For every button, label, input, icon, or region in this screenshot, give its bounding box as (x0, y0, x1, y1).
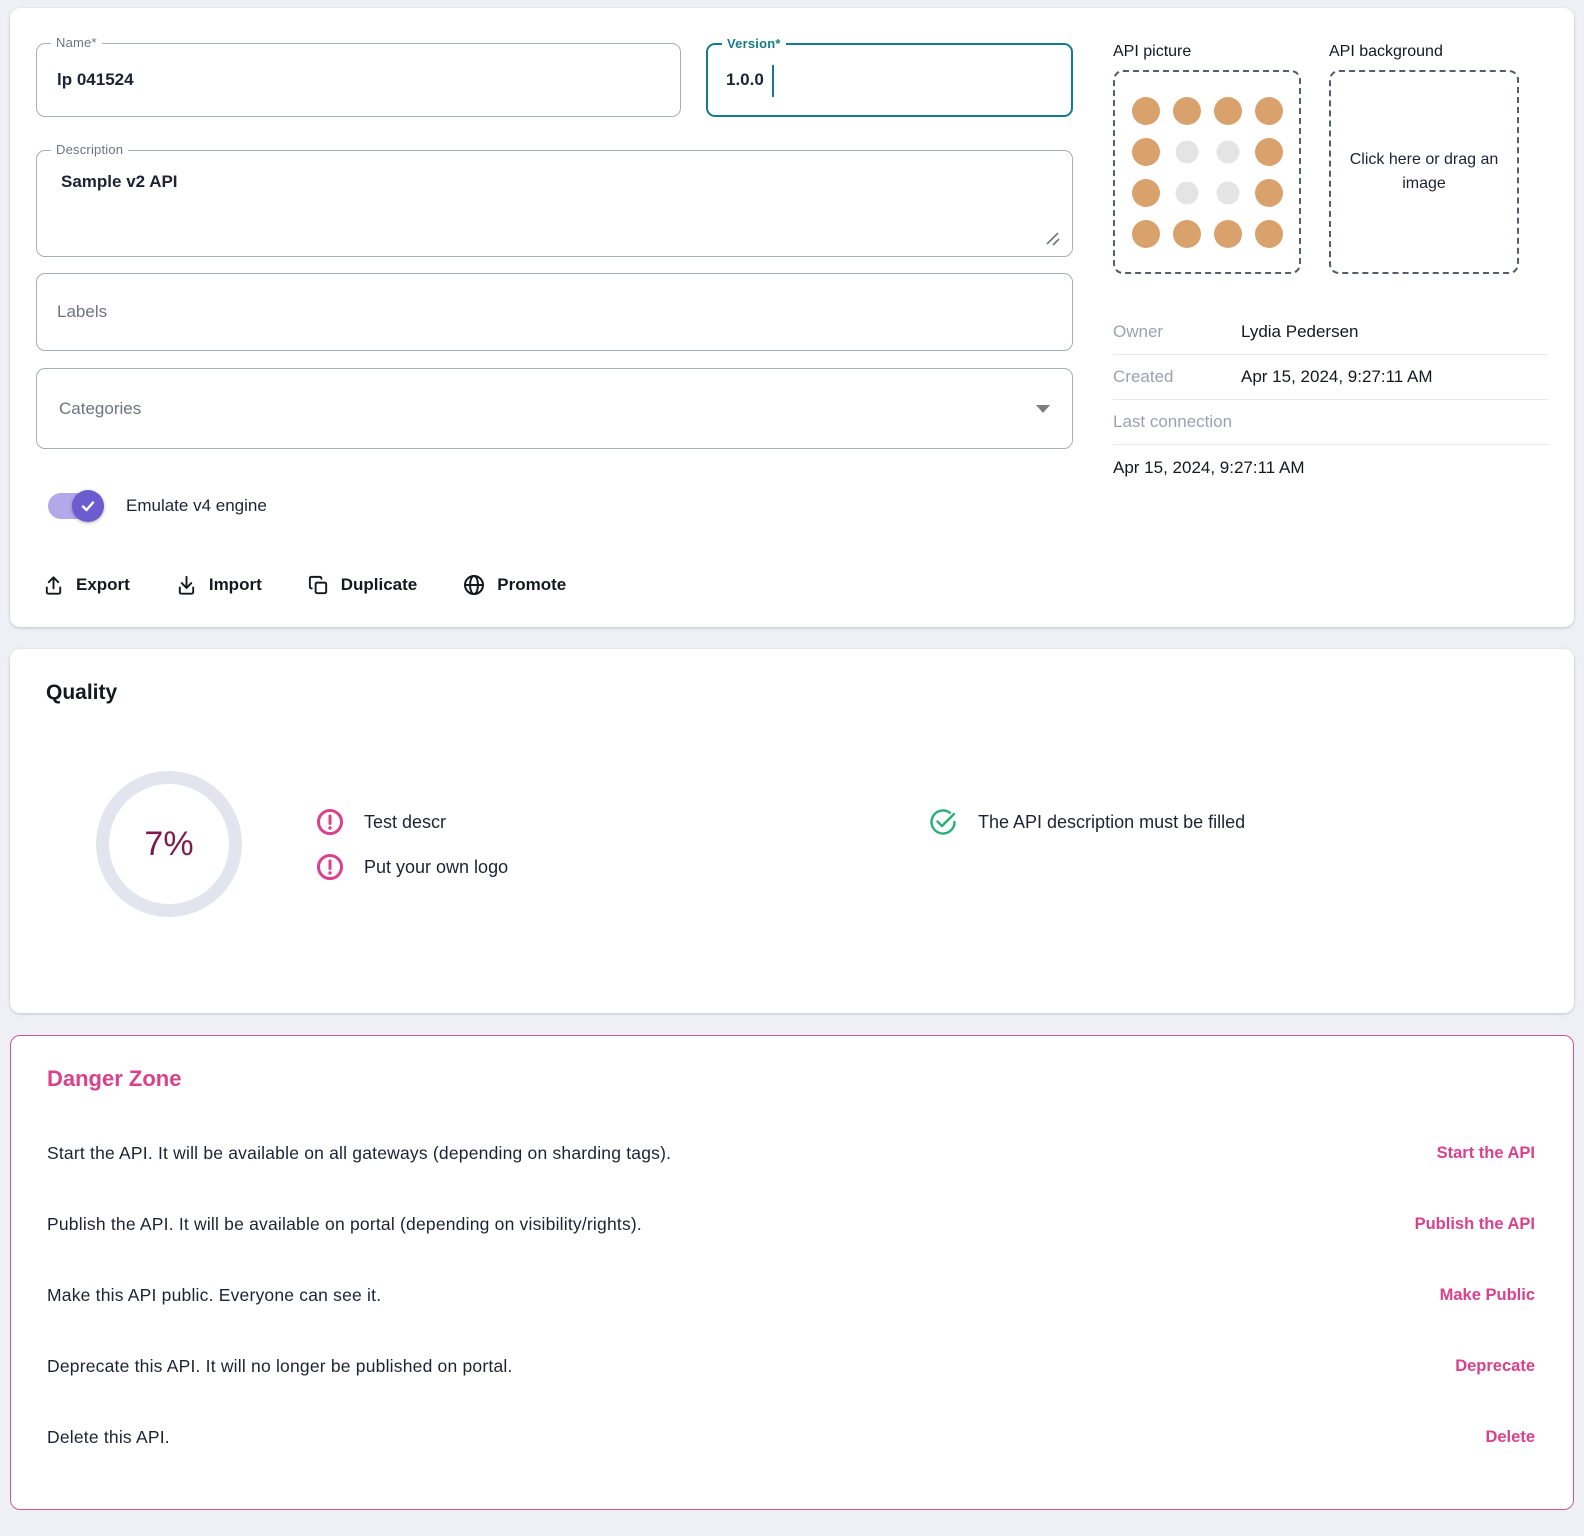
general-info-card: Name* Version* Description Sample v2 API… (10, 8, 1574, 627)
avatar-dot (1131, 137, 1160, 166)
last-connection-value: Apr 15, 2024, 9:27:11 AM (1113, 457, 1305, 477)
created-label: Created (1113, 367, 1174, 386)
categories-select[interactable]: Categories (36, 368, 1073, 449)
deprecate-link[interactable]: Deprecate (1453, 1351, 1537, 1382)
danger-row: Delete this API. Delete (47, 1402, 1537, 1473)
quality-passed-text: The API description must be filled (978, 811, 1246, 832)
avatar-dot (1254, 96, 1283, 125)
name-input[interactable] (37, 44, 680, 116)
version-input[interactable] (708, 45, 1071, 115)
quality-card: Quality 7% Test descr (10, 649, 1574, 1013)
emulate-v4-toggle-label: Emulate v4 engine (126, 496, 267, 515)
danger-row: Start the API. It will be available on a… (47, 1118, 1537, 1189)
danger-row: Deprecate this API. It will no longer be… (47, 1331, 1537, 1402)
duplicate-button[interactable]: Duplicate (303, 566, 422, 605)
check-icon (81, 501, 95, 512)
last-connection-row: Last connection (1113, 400, 1548, 445)
copy-icon (307, 574, 330, 597)
import-button-label: Import (208, 575, 262, 594)
avatar-dot (1254, 178, 1283, 207)
publish-api-link[interactable]: Publish the API (1413, 1209, 1537, 1240)
danger-row-text: Delete this API. (47, 1427, 170, 1447)
quality-passed: The API description must be filled (928, 807, 1245, 837)
avatar-dot (1175, 140, 1198, 163)
created-value: Apr 15, 2024, 9:27:11 AM (1241, 367, 1433, 386)
name-field: Name* (36, 35, 681, 117)
name-field-label: Name* (51, 35, 102, 50)
upload-icon (42, 574, 65, 597)
promote-button-label: Promote (497, 575, 567, 594)
quality-issue: Test descr (316, 808, 928, 836)
api-background-placeholder: Click here or drag an image (1349, 151, 1499, 192)
danger-row: Publish the API. It will be available on… (47, 1189, 1537, 1260)
danger-row-text: Make this API public. Everyone can see i… (47, 1285, 382, 1305)
quality-issue-text: Test descr (364, 811, 447, 832)
quality-issue-text: Put your own logo (364, 856, 509, 877)
emulate-v4-toggle[interactable] (48, 490, 104, 522)
avatar-dot (1131, 219, 1160, 248)
import-button[interactable]: Import (171, 566, 266, 605)
duplicate-button-label: Duplicate (340, 575, 418, 594)
labels-input[interactable] (37, 274, 1072, 350)
avatar-dot (1254, 219, 1283, 248)
globe-icon (462, 573, 486, 597)
description-field-label: Description (51, 142, 129, 157)
resize-handle-icon[interactable] (1044, 230, 1062, 248)
api-background-dropzone[interactable]: Click here or drag an image (1329, 70, 1519, 274)
avatar-dot (1175, 181, 1198, 204)
created-row: Created Apr 15, 2024, 9:27:11 AM (1113, 355, 1548, 400)
api-picture-dropzone[interactable] (1113, 70, 1301, 274)
warning-icon (316, 808, 344, 836)
quality-score: 7% (144, 824, 194, 863)
text-caret (772, 65, 774, 97)
export-button-label: Export (76, 575, 130, 594)
quality-score-ring: 7% (96, 771, 242, 917)
version-field: Version* (706, 36, 1073, 117)
danger-zone-title: Danger Zone (47, 1066, 182, 1091)
labels-field (36, 273, 1073, 351)
avatar-dot (1213, 219, 1242, 248)
description-field: Description Sample v2 API (36, 142, 1073, 257)
avatar-dot (1131, 96, 1160, 125)
avatar-dot (1172, 96, 1201, 125)
api-picture-label: API picture (1113, 43, 1192, 60)
download-icon (175, 574, 198, 597)
danger-zone-card: Danger Zone Start the API. It will be av… (10, 1035, 1574, 1510)
owner-label: Owner (1113, 322, 1164, 341)
owner-value: Lydia Pedersen (1241, 322, 1359, 341)
avatar-dot (1131, 178, 1160, 207)
owner-row: Owner Lydia Pedersen (1113, 310, 1548, 355)
avatar-dot (1216, 140, 1239, 163)
categories-placeholder: Categories (59, 398, 142, 418)
api-picture-avatar (1131, 96, 1283, 248)
toggle-thumb (72, 490, 104, 522)
api-background-label: API background (1329, 43, 1443, 60)
start-api-link[interactable]: Start the API (1435, 1138, 1537, 1169)
warning-icon (316, 853, 344, 881)
quality-title: Quality (46, 681, 118, 704)
danger-row-text: Start the API. It will be available on a… (47, 1143, 672, 1163)
export-button[interactable]: Export (38, 566, 134, 605)
description-textarea[interactable]: Sample v2 API (37, 151, 1072, 256)
promote-button[interactable]: Promote (458, 565, 570, 605)
version-field-label: Version* (722, 36, 786, 51)
avatar-dot (1216, 181, 1239, 204)
danger-row-text: Publish the API. It will be available on… (47, 1214, 642, 1234)
delete-link[interactable]: Delete (1483, 1422, 1537, 1453)
danger-row-text: Deprecate this API. It will no longer be… (47, 1356, 513, 1376)
make-public-link[interactable]: Make Public (1438, 1280, 1537, 1311)
last-connection-value-row: Apr 15, 2024, 9:27:11 AM (1113, 445, 1548, 490)
avatar-dot (1213, 96, 1242, 125)
danger-row: Make this API public. Everyone can see i… (47, 1260, 1537, 1331)
avatar-dot (1172, 219, 1201, 248)
api-metadata: Owner Lydia Pedersen Created Apr 15, 202… (1113, 310, 1548, 490)
chevron-down-icon (1036, 404, 1050, 413)
last-connection-label: Last connection (1113, 412, 1233, 431)
quality-issue: Put your own logo (316, 853, 928, 881)
check-circle-icon (928, 807, 958, 837)
avatar-dot (1254, 137, 1283, 166)
